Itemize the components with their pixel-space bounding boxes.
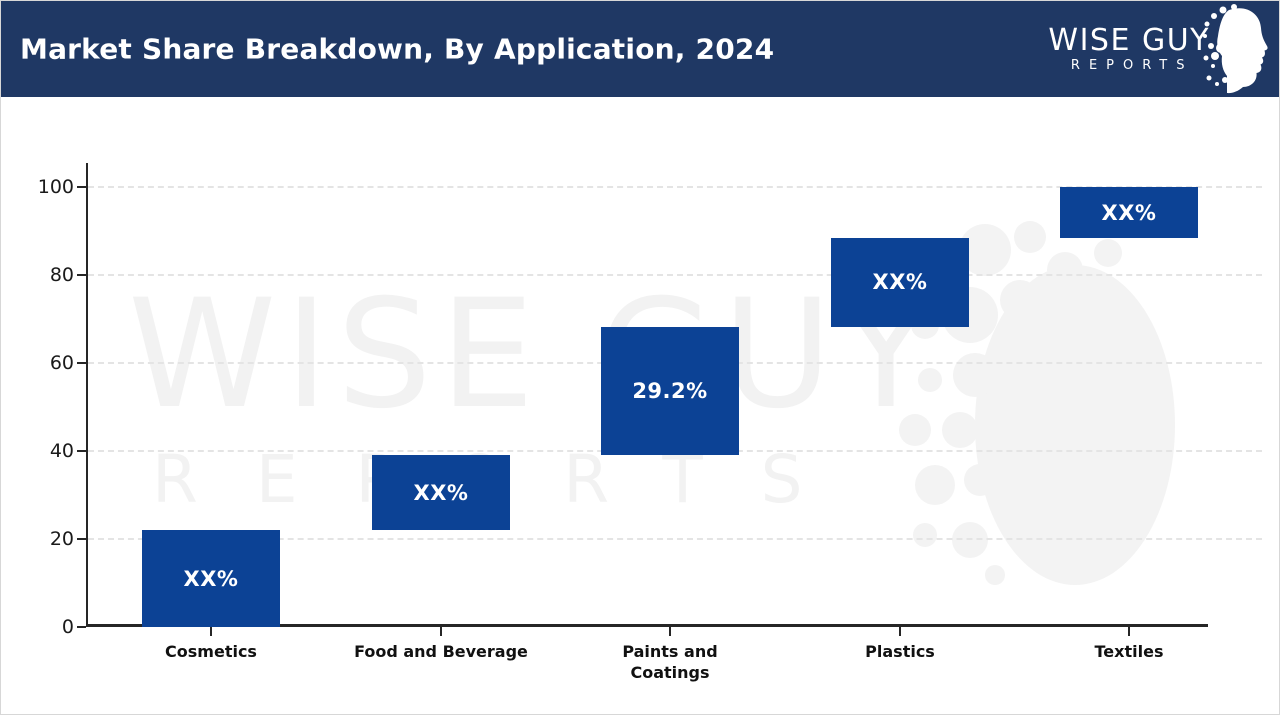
brand-logo: WISE GUY REPORTS <box>1048 2 1274 95</box>
y-tick-40 <box>77 450 86 452</box>
brand-subname: REPORTS <box>1070 58 1194 73</box>
logo-face-icon <box>1203 3 1268 93</box>
bar-food-and-beverage: XX% <box>372 455 510 531</box>
y-tick-label-0: 0 <box>61 616 74 638</box>
bar-textiles: XX% <box>1060 187 1198 239</box>
x-label-textiles: Textiles <box>1094 642 1164 661</box>
y-tick-60 <box>77 362 86 364</box>
x-label-food-and-beverage: Food and Beverage <box>354 642 528 661</box>
x-tick-cosmetics <box>210 627 212 636</box>
y-tick-100 <box>77 186 86 188</box>
plot-area: 0 20 40 60 80 100 XX% Cosmetics XX% Food and Beve… <box>38 163 1262 682</box>
y-tick-label-20: 20 <box>49 528 74 550</box>
gridline-100 <box>88 186 1262 188</box>
x-tick-paints-and-coatings <box>669 627 671 636</box>
bar-cosmetics: XX% <box>142 530 280 627</box>
bar-value-label: XX% <box>872 270 928 295</box>
y-tick-20 <box>77 538 86 540</box>
bar-paints-and-coatings: 29.2% <box>601 326 739 456</box>
gridline-20 <box>88 538 1262 540</box>
x-tick-food-and-beverage <box>440 627 442 636</box>
bar-value-label: XX% <box>1101 200 1157 225</box>
y-tick-label-60: 60 <box>49 352 74 374</box>
brand-name: WISE GUY <box>1048 23 1210 58</box>
bar-value-label: 29.2% <box>632 379 708 404</box>
y-tick-label-80: 80 <box>49 264 74 286</box>
x-label-plastics: Plastics <box>865 642 935 661</box>
x-label-cosmetics: Cosmetics <box>165 642 257 661</box>
chart-area: WISE GUY REPORTS 020406080100XX%Cosmetic… <box>0 97 1280 720</box>
y-axis-line <box>86 163 88 627</box>
brand-logo-text: WISE GUY REPORTS <box>1048 24 1210 73</box>
y-tick-0 <box>77 626 86 628</box>
y-tick-label-40: 40 <box>49 440 74 462</box>
watermark-brand-text: WISE GUY <box>128 268 940 442</box>
x-label-paints-and-coatings: Paints and Coatings <box>622 642 718 682</box>
y-tick-label-100: 100 <box>37 176 74 198</box>
gridline-80 <box>88 274 1262 276</box>
bar-value-label: XX% <box>413 480 469 505</box>
bar-value-label: XX% <box>183 566 239 591</box>
x-tick-plastics <box>899 627 901 636</box>
header: Market Share Breakdown, By Application, … <box>0 0 1280 97</box>
x-axis-line <box>86 624 1208 627</box>
x-tick-textiles <box>1128 627 1130 636</box>
page-title: Market Share Breakdown, By Application, … <box>20 32 775 65</box>
bar-plastics: XX% <box>831 238 969 327</box>
y-tick-80 <box>77 274 86 276</box>
watermark-face-graphic <box>899 221 1175 585</box>
